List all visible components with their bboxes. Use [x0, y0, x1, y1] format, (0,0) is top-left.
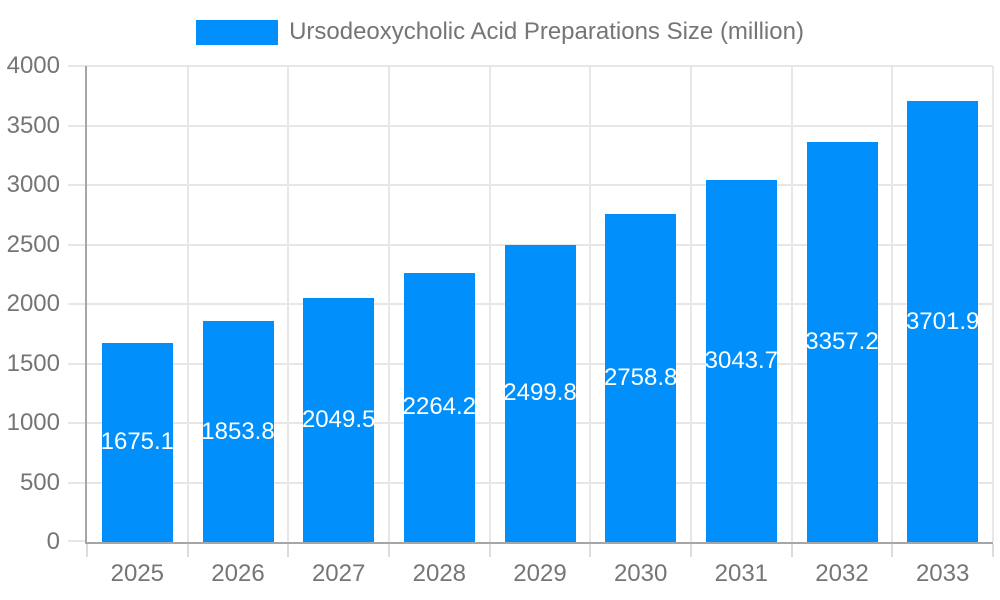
- y-axis-tick: [68, 540, 87, 542]
- gridline-vertical: [690, 66, 692, 542]
- x-tick-label: 2033: [915, 560, 970, 587]
- x-axis-tick: [86, 544, 88, 557]
- x-tick-label: 2027: [311, 560, 366, 587]
- gridline-horizontal: [68, 124, 993, 127]
- y-axis-line: [85, 66, 87, 544]
- x-axis-tick: [388, 544, 390, 557]
- gridline-vertical: [589, 66, 592, 542]
- gridline-vertical: [388, 66, 390, 542]
- y-tick-label: 3000: [6, 171, 60, 198]
- x-axis-tick: [992, 544, 994, 557]
- y-tick-label: 1500: [6, 349, 60, 377]
- x-axis-tick: [287, 544, 290, 557]
- bar-2029[interactable]: [504, 244, 576, 542]
- y-tick-label: 1000: [6, 409, 60, 436]
- x-tick-label: 2029: [513, 560, 567, 587]
- x-axis-tick: [891, 544, 894, 557]
- gridline-horizontal: [68, 184, 993, 186]
- bar-2030[interactable]: [605, 213, 677, 542]
- x-tick-label: 2028: [412, 560, 467, 587]
- gridline-vertical: [891, 66, 894, 542]
- gridline-vertical: [287, 66, 290, 542]
- bar-2032[interactable]: [806, 142, 878, 542]
- bar-2028[interactable]: [403, 272, 475, 542]
- x-tick-label: 2032: [815, 560, 869, 587]
- plot-area: 0 500 1000 1500 2000 2500 3000 3500 4000 1675.1 20…: [7, 52, 994, 587]
- x-axis-tick: [186, 544, 189, 557]
- legend-label: Ursodeoxycholic Acid Preparations Size (…: [289, 18, 804, 45]
- gridline-horizontal: [68, 243, 993, 246]
- x-axis-tick: [589, 544, 592, 557]
- bar-value-label: 3357.2: [805, 328, 879, 356]
- gridline-vertical: [488, 66, 491, 542]
- x-tick-label: 2031: [714, 560, 769, 587]
- y-tick-label: 500: [19, 468, 60, 496]
- x-axis-tick: [690, 544, 692, 557]
- bar-value-label: 2758.8: [603, 363, 678, 391]
- x-axis-line: [85, 542, 993, 544]
- bar-2026[interactable]: [202, 321, 274, 542]
- x-axis-tick: [790, 544, 793, 557]
- y-tick-label: 3500: [6, 111, 60, 139]
- bar-2031[interactable]: [705, 179, 777, 542]
- bar-value-label: 2049.5: [301, 406, 376, 434]
- gridline-vertical: [186, 66, 189, 542]
- y-tick-label: 2500: [6, 230, 60, 258]
- bar-2033[interactable]: [907, 101, 979, 542]
- x-tick-label: 2030: [613, 560, 668, 587]
- x-axis-tick: [488, 544, 491, 557]
- bar-value-label: 1675.1: [100, 428, 175, 456]
- gridline-vertical: [790, 66, 793, 542]
- y-tick-label: 2000: [6, 290, 60, 317]
- bar-value-label: 2499.8: [503, 379, 577, 407]
- x-tick-label: 2026: [211, 560, 265, 587]
- bar-value-label: 1853.8: [201, 417, 275, 445]
- x-tick-label: 2025: [110, 560, 165, 587]
- bar-value-label: 2264.2: [402, 393, 477, 421]
- bar-2025[interactable]: [101, 342, 173, 542]
- bar-2027[interactable]: [303, 298, 375, 542]
- gridline-horizontal: [68, 65, 993, 67]
- bar-value-label: 3701.9: [905, 307, 980, 335]
- legend: Ursodeoxycholic Acid Preparations Size (…: [0, 16, 1000, 48]
- legend-item[interactable]: Ursodeoxycholic Acid Preparations Size (…: [196, 18, 804, 46]
- y-tick-label: 0: [46, 528, 60, 555]
- legend-swatch: [196, 19, 279, 45]
- gridline-vertical: [992, 66, 994, 542]
- y-tick-label: 4000: [6, 52, 60, 79]
- bar-value-label: 3043.7: [704, 346, 779, 374]
